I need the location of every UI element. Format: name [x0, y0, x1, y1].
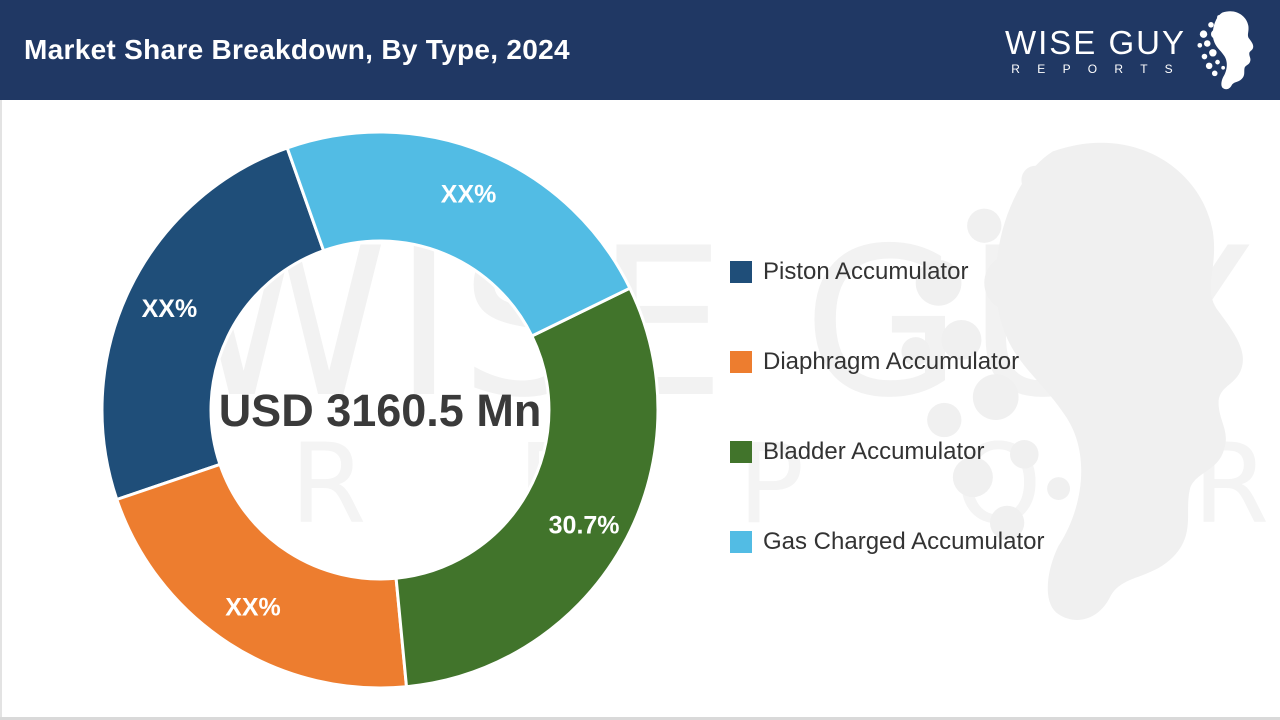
donut-slice-0 [285, 130, 632, 339]
legend-label: Gas Charged Accumulator [763, 527, 1045, 555]
page-title: Market Share Breakdown, By Type, 2024 [24, 34, 570, 65]
head-profile-dots-icon [1197, 11, 1254, 90]
legend-swatch-bladder [730, 440, 752, 463]
donut-slice-2 [114, 462, 409, 690]
logo-subtitle: R E P O R T S [1011, 61, 1180, 76]
legend-item-piston: Piston Accumulator [730, 258, 1044, 285]
wise-guy-reports-logo: WISE GUY R E P O R T S [1005, 8, 1258, 92]
legend-swatch-piston [730, 260, 752, 283]
bottom-border-line [0, 717, 1280, 720]
legend-label: Diaphragm Accumulator [763, 347, 1020, 375]
legend-label: Bladder Accumulator [763, 437, 985, 465]
donut-center-value: USD 3160.5 Mn [219, 385, 542, 436]
slice-percentage-label: XX% [441, 180, 497, 208]
legend-label: Piston Accumulator [763, 257, 969, 285]
logo-wordmark: WISE GUY [1004, 23, 1186, 61]
donut-slice-1 [394, 286, 660, 689]
slice-percentage-label: 30.7% [549, 511, 620, 539]
logo-text: WISE GUY R E P O R T S [1005, 26, 1186, 75]
legend-item-gas-charged: Gas Charged Accumulator [730, 528, 1044, 555]
slice-percentage-label: XX% [225, 594, 281, 622]
donut-chart: USD 3160.5 Mn XX% 30.7% XX% XX% [100, 130, 660, 695]
legend-swatch-gas-charged [730, 530, 752, 553]
left-border-line [0, 100, 2, 717]
header-bar: Market Share Breakdown, By Type, 2024 WI… [0, 0, 1280, 100]
legend-item-bladder: Bladder Accumulator [730, 438, 1044, 465]
donut-slice-3 [100, 145, 326, 502]
slice-percentage-label: XX% [142, 295, 198, 323]
legend: Piston Accumulator Diaphragm Accumulator… [730, 258, 1044, 618]
legend-swatch-diaphragm [730, 350, 752, 373]
legend-item-diaphragm: Diaphragm Accumulator [730, 348, 1044, 375]
